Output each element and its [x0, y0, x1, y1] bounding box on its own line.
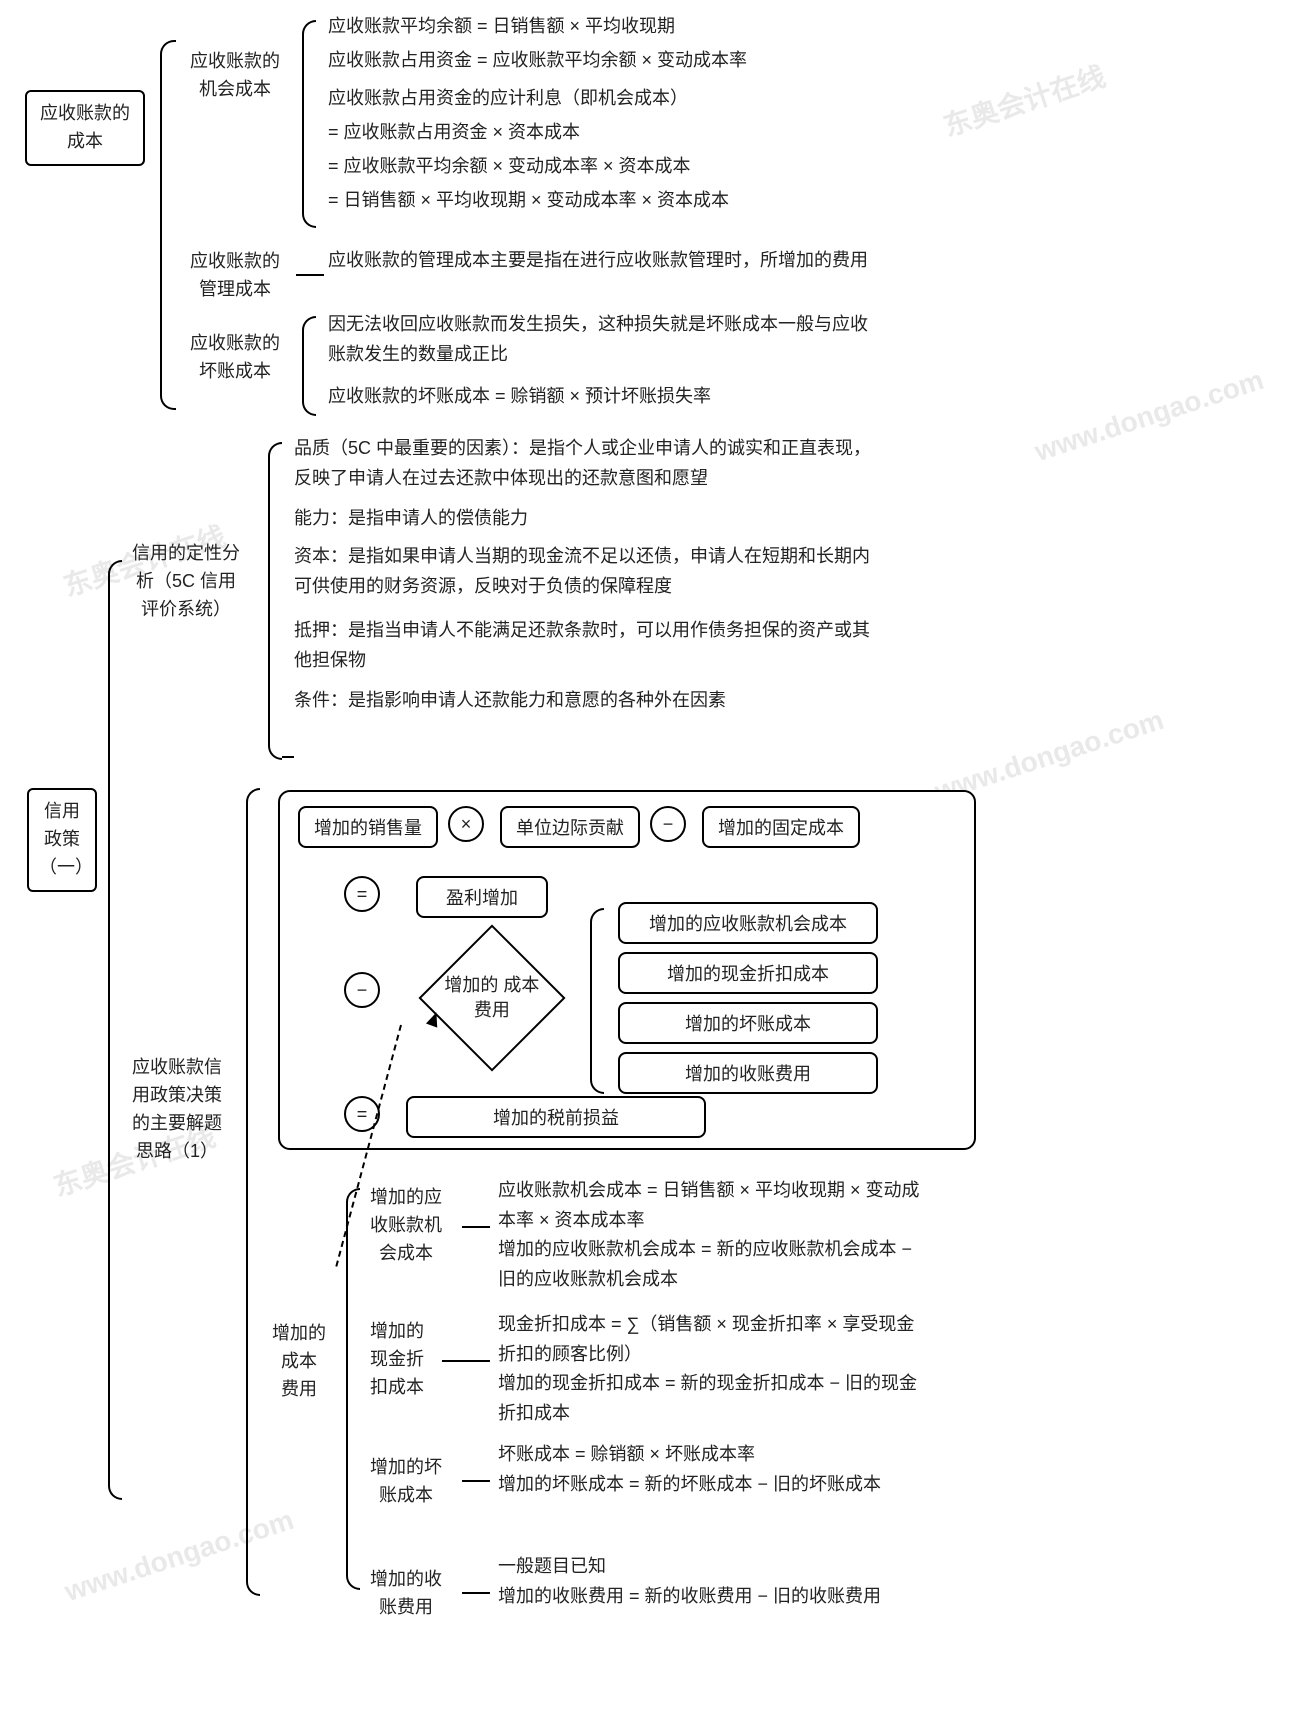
sub-label: 增加的 现金折 扣成本	[370, 1318, 424, 1402]
sub-label: 增加的坏 账成本	[370, 1454, 442, 1510]
watermark: www.dongao.com	[61, 1504, 298, 1608]
text: 资本：是指如果申请人当期的现金流不足以还债，申请人在短期和长期内可供使用的财务资…	[294, 542, 884, 601]
connector	[296, 274, 324, 276]
branch-label: 应收账款的 机会成本	[190, 48, 280, 104]
bracket	[268, 442, 282, 760]
formula: 应收账款的坏账成本 = 赊销额 × 预计坏账损失率	[328, 382, 711, 412]
text: 应收账款的管理成本主要是指在进行应收账款管理时，所增加的费用	[328, 246, 888, 276]
op-eq: =	[344, 876, 380, 912]
chip: 增加的现金折扣成本	[618, 952, 878, 994]
chip: 增加的固定成本	[702, 806, 860, 848]
connector	[442, 1360, 490, 1362]
text: 抵押：是指当申请人不能满足还款条款时，可以用作债务担保的资产或其他担保物	[294, 616, 884, 675]
formula: = 日销售额 × 平均收现期 × 变动成本率 × 资本成本	[328, 186, 729, 216]
diagram: 东奥会计在线 www.dongao.com 东奥会计在线 www.dongao.…	[20, 20, 1288, 1700]
branch-label: 应收账款的 管理成本	[190, 248, 280, 304]
cost-root-label: 增加的 成本 费用	[272, 1320, 326, 1404]
text: 因无法收回应收账款而发生损失，这种损失就是坏账成本一般与应收账款发生的数量成正比	[328, 310, 868, 369]
bracket	[590, 908, 604, 1094]
root-box-2: 信用 政策 （一）	[27, 788, 97, 892]
connector	[462, 1592, 490, 1594]
bracket	[160, 40, 176, 410]
chip: 增加的税前损益	[406, 1096, 706, 1138]
op-minus: −	[650, 806, 686, 842]
bracket	[108, 560, 122, 1500]
root-box-1: 应收账款的 成本	[25, 90, 145, 166]
formula: 应收账款占用资金的应计利息（即机会成本）	[328, 84, 688, 114]
formula: 应收账款占用资金 = 应收账款平均余额 × 变动成本率	[328, 46, 747, 76]
diamond-cost: 增加的 成本费用	[418, 924, 565, 1071]
text: 品质（5C 中最重要的因素）：是指个人或企业申请人的诚实和正直表现，反映了申请人…	[294, 434, 884, 493]
text: 应收账款机会成本 = 日销售额 × 平均收现期 × 变动成本率 × 资本成本率 …	[498, 1176, 928, 1295]
chip: 增加的坏账成本	[618, 1002, 878, 1044]
op-times: ×	[448, 806, 484, 842]
watermark: www.dongao.com	[1031, 364, 1268, 468]
bracket	[346, 1188, 360, 1590]
text: 能力：是指申请人的偿债能力	[294, 504, 528, 534]
sub-label: 增加的收 账费用	[370, 1566, 442, 1622]
branch-label: 应收账款信 用政策决策 的主要解题 思路（1）	[132, 1054, 222, 1166]
bracket	[302, 20, 316, 228]
formula: = 应收账款占用资金 × 资本成本	[328, 118, 580, 148]
text: 现金折扣成本 = ∑（销售额 × 现金折扣率 × 享受现金折扣的顾客比例） 增加…	[498, 1310, 928, 1429]
connector	[282, 756, 294, 758]
watermark: 东奥会计在线	[938, 55, 1110, 145]
op-minus: −	[344, 972, 380, 1008]
chip: 增加的销售量	[298, 806, 438, 848]
text: 坏账成本 = 赊销额 × 坏账成本率 增加的坏账成本 = 新的坏账成本 − 旧的…	[498, 1440, 928, 1499]
branch-label: 信用的定性分 析（5C 信用 评价系统）	[132, 540, 240, 624]
chip: 增加的收账费用	[618, 1052, 878, 1094]
text: 一般题目已知 增加的收账费用 = 新的收账费用 − 旧的收账费用	[498, 1552, 928, 1611]
chip: 盈利增加	[416, 876, 548, 918]
text: 条件：是指影响申请人还款能力和意愿的各种外在因素	[294, 686, 726, 716]
chip: 单位边际贡献	[500, 806, 640, 848]
connector	[462, 1480, 490, 1482]
diamond-label: 增加的 成本费用	[442, 973, 542, 1023]
branch-label: 应收账款的 坏账成本	[190, 330, 280, 386]
bracket	[302, 316, 316, 416]
formula: 应收账款平均余额 = 日销售额 × 平均收现期	[328, 12, 675, 42]
connector	[462, 1226, 490, 1228]
sub-label: 增加的应 收账款机 会成本	[370, 1184, 442, 1268]
bracket	[246, 788, 260, 1596]
formula: = 应收账款平均余额 × 变动成本率 × 资本成本	[328, 152, 691, 182]
chip: 增加的应收账款机会成本	[618, 902, 878, 944]
